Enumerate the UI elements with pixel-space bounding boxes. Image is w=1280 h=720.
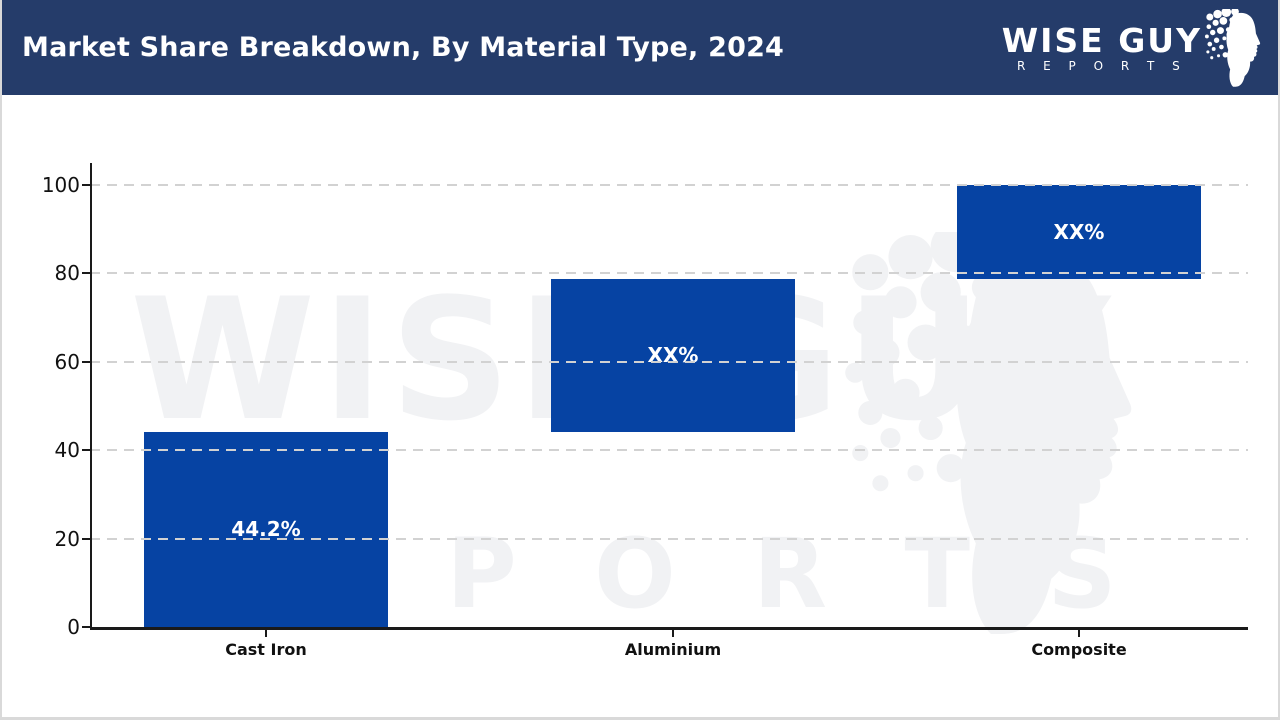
y-tick-label: 60: [54, 349, 80, 374]
x-category-label: Composite: [1031, 640, 1127, 659]
y-tick-label: 20: [54, 526, 80, 551]
logo-subtitle: R E P O R T S: [1016, 58, 1187, 73]
y-tick-mark: [82, 272, 90, 275]
bar-value-label: 44.2%: [231, 517, 301, 542]
x-axis-line: [90, 627, 1248, 630]
gridline: [90, 184, 1248, 186]
gridline: [90, 537, 1248, 540]
y-tick-mark: [82, 184, 90, 186]
y-tick-label: 0: [67, 615, 80, 639]
y-tick-label: 80: [54, 261, 80, 286]
x-tick-mark: [265, 629, 267, 637]
bar: XX%: [551, 279, 795, 432]
wise-guy-head-icon: [1204, 8, 1261, 87]
logo-wordmark: WISE GUY: [1001, 20, 1202, 60]
bar: XX%: [957, 185, 1201, 280]
bar-value-label: XX%: [647, 343, 699, 368]
bar-value-label: XX%: [1053, 220, 1105, 245]
y-tick-mark: [82, 360, 90, 363]
gridline: [90, 360, 1248, 363]
x-tick-mark: [1078, 629, 1080, 637]
y-tick-label: 40: [54, 438, 80, 463]
x-tick-mark: [672, 629, 674, 637]
wise-guy-reports-logo: WISE GUY R E P O R T S: [1002, 8, 1266, 87]
logo-text: WISE GUY R E P O R T S: [1002, 24, 1202, 72]
page-title: Market Share Breakdown, By Material Type…: [22, 32, 785, 63]
x-category-label: Aluminium: [624, 640, 722, 659]
y-tick-label: 100: [41, 173, 80, 197]
header-bar: Market Share Breakdown, By Material Type…: [2, 0, 1278, 95]
x-category-label: Cast Iron: [225, 640, 307, 659]
y-tick-mark: [82, 537, 90, 540]
gridline: [90, 272, 1248, 275]
y-tick-mark: [82, 449, 90, 452]
bar: 44.2%: [144, 431, 388, 627]
y-axis-line: [90, 163, 92, 629]
gridline: [90, 449, 1248, 452]
y-tick-mark: [82, 626, 90, 628]
